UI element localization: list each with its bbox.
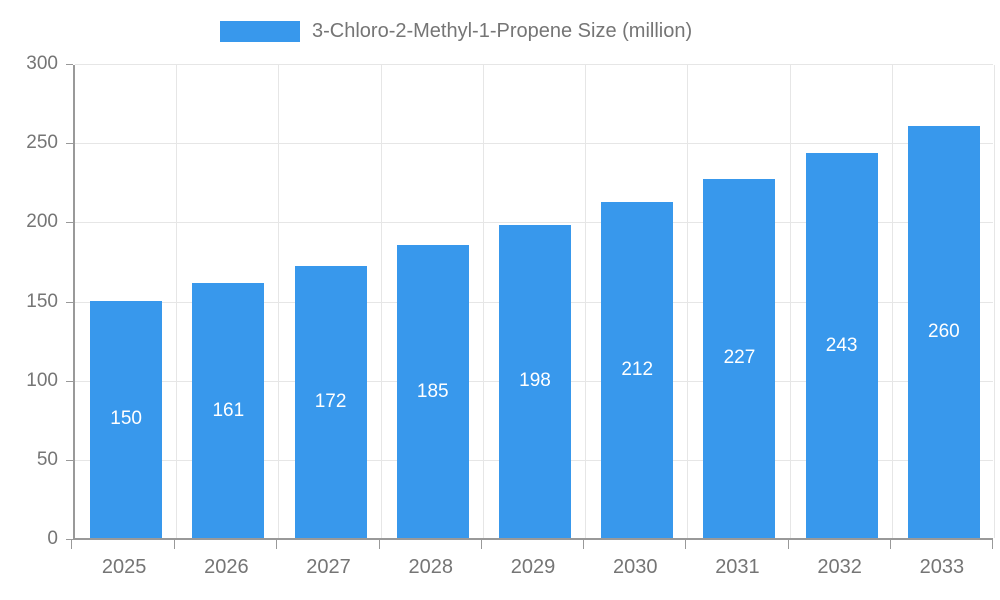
x-axis-label: 2031 — [715, 556, 760, 578]
bar[interactable]: 150 — [90, 300, 163, 538]
bar[interactable]: 243 — [805, 153, 878, 538]
y-axis-tick — [66, 459, 73, 461]
y-axis-label: 100 — [26, 369, 58, 391]
bar-value-label: 198 — [519, 370, 551, 392]
y-axis-label: 300 — [26, 53, 58, 74]
y-axis-tick — [66, 222, 73, 224]
bar-value-label: 185 — [416, 380, 449, 402]
x-axis-tick — [992, 540, 993, 549]
x-axis-tick — [276, 540, 278, 549]
x-axis-tick — [480, 540, 482, 549]
y-axis-label: 250 — [26, 132, 58, 154]
legend: 3-Chloro-2-Methyl-1-Propene Size (millio… — [220, 20, 692, 43]
v-gridline — [891, 65, 893, 538]
x-axis-tick — [583, 540, 585, 549]
bar-value-label: 161 — [212, 399, 245, 421]
x-axis-label: 2027 — [306, 556, 351, 578]
v-gridline — [482, 65, 484, 538]
x-axis-tick — [889, 540, 891, 549]
x-axis-label: 2030 — [612, 556, 658, 578]
y-axis-tick — [66, 380, 73, 382]
bar[interactable]: 260 — [907, 126, 980, 538]
bar[interactable]: 172 — [294, 265, 367, 538]
v-gridline — [585, 65, 587, 538]
bar-value-label: 227 — [723, 347, 756, 369]
bar[interactable]: 212 — [601, 202, 674, 538]
x-axis-tick — [71, 540, 72, 549]
v-gridline — [278, 65, 280, 538]
y-axis-label: 0 — [47, 528, 58, 549]
v-gridline — [380, 65, 382, 538]
y-axis-label: 200 — [26, 211, 58, 233]
x-axis-label: 2025 — [101, 556, 147, 578]
y-axis-tick — [66, 143, 73, 145]
v-gridline — [789, 65, 791, 538]
y-axis-label: 150 — [26, 290, 58, 312]
bar-value-label: 260 — [928, 321, 960, 343]
x-axis-label: 2028 — [408, 556, 454, 578]
bar-value-label: 212 — [621, 359, 654, 381]
x-axis-label: 2033 — [919, 556, 965, 578]
bar[interactable]: 227 — [703, 178, 776, 538]
v-gridline — [994, 65, 995, 538]
x-axis-tick — [787, 540, 789, 549]
x-axis-tick — [685, 540, 687, 549]
bar-value-label: 172 — [314, 390, 347, 412]
legend-swatch — [220, 21, 300, 42]
bar[interactable]: 198 — [499, 224, 571, 538]
x-axis-label: 2026 — [204, 556, 249, 578]
h-gridline — [75, 64, 993, 65]
x-axis-label: 2032 — [817, 556, 862, 578]
v-gridline — [176, 65, 178, 538]
legend-label: 3-Chloro-2-Methyl-1-Propene Size (millio… — [312, 20, 693, 42]
bar[interactable]: 185 — [396, 245, 469, 538]
h-gridline — [75, 222, 993, 224]
bar[interactable]: 161 — [192, 283, 265, 538]
y-axis-tick — [66, 301, 73, 303]
plot-area: 150 161 172 185 198 212 227 243 260 — [73, 64, 995, 540]
x-axis-tick — [378, 540, 380, 549]
v-gridline — [687, 65, 689, 538]
x-axis-label: 2029 — [510, 556, 556, 578]
y-axis-label: 50 — [36, 448, 58, 470]
bar-value-label: 150 — [110, 408, 142, 430]
y-axis-tick — [66, 64, 73, 65]
x-axis-tick — [174, 540, 176, 549]
bar-value-label: 243 — [825, 334, 858, 356]
h-gridline — [75, 143, 993, 145]
y-axis-tick — [66, 539, 73, 540]
